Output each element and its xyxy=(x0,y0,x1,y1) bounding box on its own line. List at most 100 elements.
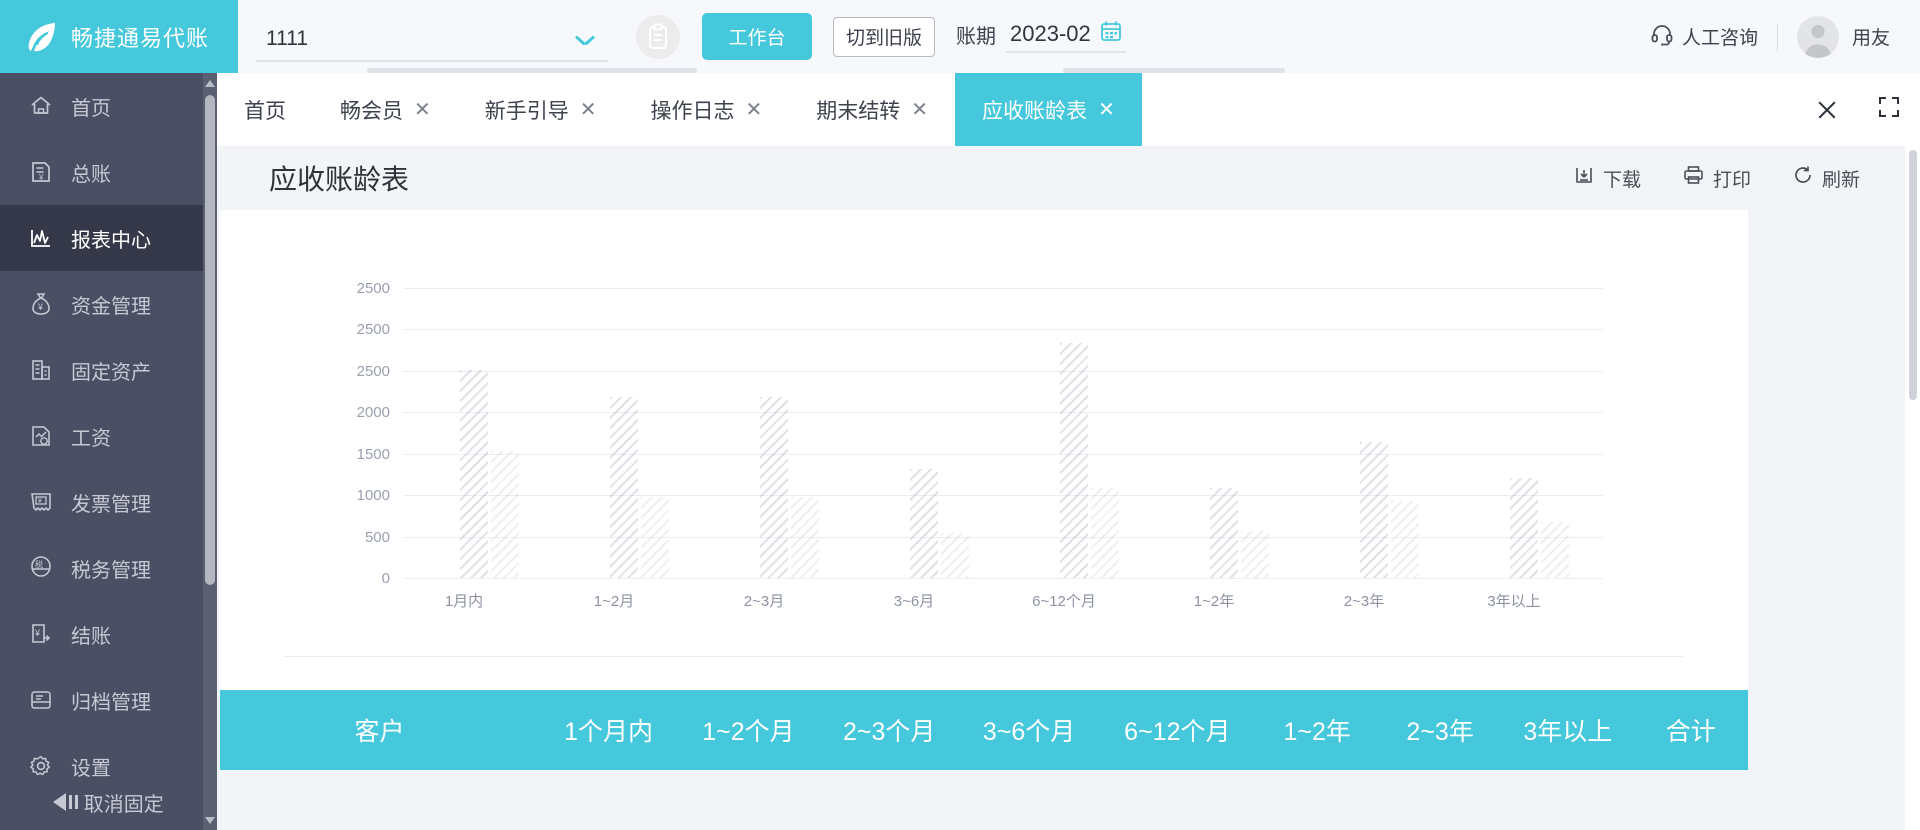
sidebar-item-label: 设置 xyxy=(71,757,111,780)
sidebar-scrollbar-thumb[interactable] xyxy=(205,95,215,585)
tab-label: 操作日志 xyxy=(650,99,735,123)
human-consult-button[interactable]: 人工咨询 xyxy=(1650,22,1758,51)
page-scrollbar[interactable] xyxy=(1905,146,1920,830)
scroll-up-arrow-icon[interactable] xyxy=(203,73,217,93)
avatar-icon xyxy=(1796,15,1839,58)
ledger-icon: ¥ xyxy=(27,159,54,186)
sidebar-item-label: 资金管理 xyxy=(71,295,151,318)
pin-bars-icon xyxy=(69,795,78,809)
sidebar-item-settle-account[interactable]: ¥ 结账 xyxy=(0,601,217,667)
chevron-down-icon xyxy=(576,34,594,44)
page-action-bar: 下载 打印 刷新 xyxy=(1574,165,1860,192)
tab-receivable-aging-report[interactable]: 应收账龄表 ✕ xyxy=(955,73,1142,146)
close-icon xyxy=(1816,99,1838,121)
page-header: 应收账龄表 下载 打印 刷新 xyxy=(217,146,1905,210)
tab-close-icon[interactable]: ✕ xyxy=(745,98,763,121)
sidebar-item-settings[interactable]: 设置 xyxy=(0,733,217,799)
table-column-header: 客户 xyxy=(354,718,405,746)
report-card: 2500 2500 2500 2000 1500 1000 500 0 1月内 1~2月 2~3月 3… xyxy=(220,210,1748,770)
y-axis-tick-label: 1500 xyxy=(356,445,390,463)
svg-text:¥: ¥ xyxy=(34,628,41,638)
sidebar-item-label: 工资 xyxy=(71,427,111,450)
brand-name: 畅捷通易代账 xyxy=(71,25,210,51)
tab-home[interactable]: 首页 xyxy=(217,73,313,146)
chart-divider xyxy=(283,656,1683,657)
chart-bar xyxy=(1541,521,1569,578)
clipboard-icon[interactable] xyxy=(636,14,680,59)
calendar-icon xyxy=(1100,20,1122,47)
chart-gridline xyxy=(403,578,1603,579)
tab-bar-actions xyxy=(1796,73,1920,146)
table-column-header: 6~12个月 xyxy=(1124,718,1231,746)
user-menu[interactable]: 用友 xyxy=(1796,15,1890,58)
tab-operation-log[interactable]: 操作日志 ✕ xyxy=(624,73,790,146)
sidebar-item-home[interactable]: 首页 xyxy=(0,73,217,139)
sidebar-item-fixed-assets[interactable]: 固定资产 xyxy=(0,337,217,403)
sidebar-item-tax-management[interactable]: 税 税务管理 xyxy=(0,535,217,601)
y-axis-tick-label: 2500 xyxy=(356,280,390,297)
scroll-down-arrow-icon[interactable] xyxy=(203,810,217,830)
table-column-header: 合计 xyxy=(1665,718,1716,746)
chart-bar xyxy=(1360,442,1388,578)
company-select[interactable]: 1111 xyxy=(256,18,608,62)
tab-close-icon[interactable]: ✕ xyxy=(1098,98,1115,121)
switch-old-version-button[interactable]: 切到旧版 xyxy=(833,16,936,57)
sidebar-item-invoice-management[interactable]: ¥ 发票管理 xyxy=(0,469,217,535)
download-button[interactable]: 下载 xyxy=(1574,165,1641,192)
fullscreen-button[interactable] xyxy=(1858,73,1920,146)
tab-bar: 首页 畅会员 ✕ 新手引导 ✕ 操作日志 ✕ 期末结转 ✕ 应收账龄表 ✕ xyxy=(217,73,1920,146)
tab-chang-member[interactable]: 畅会员 ✕ xyxy=(313,73,458,146)
table-column-header: 3~6个月 xyxy=(982,718,1076,746)
tab-close-icon[interactable]: ✕ xyxy=(579,98,597,121)
chart-plot-area: 2500 2500 2500 2000 1500 1000 500 0 1月内 1~2月 2~3月 3… xyxy=(357,280,1603,610)
sidebar-item-label: 归档管理 xyxy=(71,691,151,714)
chart-bar xyxy=(491,451,519,578)
accounting-period: 账期 2023-02 xyxy=(956,20,1126,53)
payroll-icon xyxy=(27,423,54,450)
sidebar-scroll-area: 首页 ¥ 总账 报表中心 ¥ 资金管理 固定资产 xyxy=(0,73,217,830)
tab-close-icon[interactable]: ✕ xyxy=(414,98,431,121)
sidebar-item-payroll[interactable]: 工资 xyxy=(0,403,217,469)
brand-logo[interactable]: 畅捷通易代账 xyxy=(0,0,238,73)
sidebar-item-label: 报表中心 xyxy=(71,229,151,252)
svg-text:¥: ¥ xyxy=(37,302,44,312)
refresh-label: 刷新 xyxy=(1821,169,1860,191)
sidebar-item-archive-management[interactable]: 归档管理 xyxy=(0,667,217,733)
sidebar-scrollbar[interactable] xyxy=(203,73,217,830)
print-icon xyxy=(1683,165,1704,191)
x-axis-tick-label: 1月内 xyxy=(444,593,484,610)
sidebar-item-label: 税务管理 xyxy=(71,559,151,582)
collapse-arrow-icon xyxy=(53,793,67,811)
sidebar-item-fund-management[interactable]: ¥ 资金管理 xyxy=(0,271,217,337)
tab-label: 期末结转 xyxy=(816,99,901,123)
refresh-button[interactable]: 刷新 xyxy=(1793,165,1860,192)
svg-text:¥: ¥ xyxy=(38,173,44,182)
aging-bar-chart: 2500 2500 2500 2000 1500 1000 500 0 1月内 1~2月 2~3月 3… xyxy=(220,210,1748,680)
chart-gridline xyxy=(403,370,1603,372)
sidebar-item-report-center[interactable]: 报表中心 xyxy=(0,205,217,271)
tab-label: 应收账龄表 xyxy=(982,99,1088,123)
workbench-button[interactable]: 工作台 xyxy=(702,13,812,60)
chart-gridline xyxy=(403,536,1603,538)
x-axis-tick-label: 3~6月 xyxy=(893,593,935,610)
sidebar-item-label: 总账 xyxy=(71,163,111,186)
close-all-tabs-button[interactable] xyxy=(1796,73,1858,146)
chart-gridline xyxy=(403,453,1603,455)
tab-period-end-carryover[interactable]: 期末结转 ✕ xyxy=(789,73,955,146)
y-axis-tick-label: 500 xyxy=(364,528,390,546)
page-scrollbar-thumb[interactable] xyxy=(1909,150,1917,400)
tab-close-icon[interactable]: ✕ xyxy=(911,98,929,121)
unpin-sidebar-button[interactable]: 取消固定 xyxy=(0,780,217,824)
app-header: 畅捷通易代账 1111 工作台 切到旧版 账期 2023-02 xyxy=(0,0,1920,73)
print-label: 打印 xyxy=(1712,169,1751,191)
tab-newbie-guide[interactable]: 新手引导 ✕ xyxy=(458,73,624,146)
sidebar-item-general-ledger[interactable]: ¥ 总账 xyxy=(0,139,217,205)
table-column-header: 2~3个月 xyxy=(842,718,936,746)
print-button[interactable]: 打印 xyxy=(1683,165,1751,192)
period-picker[interactable]: 2023-02 xyxy=(1006,20,1126,53)
sidebar-item-label: 固定资产 xyxy=(71,361,151,384)
tax-icon: 税 xyxy=(27,555,54,582)
header-bar: 1111 工作台 切到旧版 账期 2023-02 xyxy=(238,0,1920,73)
refresh-icon xyxy=(1793,165,1813,191)
user-name: 用友 xyxy=(1851,28,1890,49)
